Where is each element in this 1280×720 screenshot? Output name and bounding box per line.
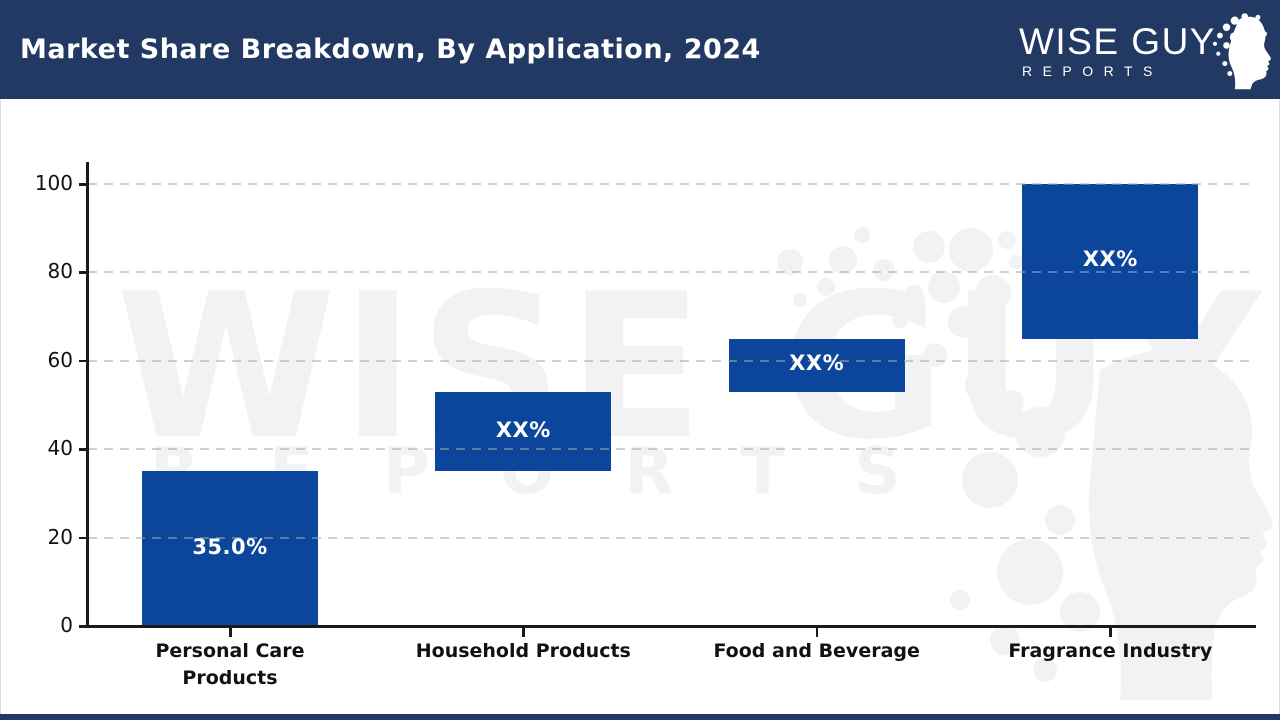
waterfall-bar [435, 391, 612, 472]
waterfall-bar [728, 338, 905, 392]
bar-value-label: 35.0% [192, 534, 268, 559]
y-tick-mark [79, 359, 88, 363]
gridline [88, 536, 1253, 539]
logo-text: WISE GUY REPORTS [1019, 23, 1216, 78]
footer-bar [0, 714, 1280, 720]
header-bar: Market Share Breakdown, By Application, … [0, 0, 1280, 99]
y-tick-mark [79, 625, 88, 628]
bar-value-label: XX% [1082, 247, 1138, 272]
x-tick-mark [229, 628, 232, 637]
waterfall-bar [142, 471, 318, 626]
y-axis-tick-label: 40 [47, 436, 73, 461]
y-tick-mark [79, 448, 88, 451]
y-axis-tick-label: 80 [47, 259, 73, 284]
watermark-head-icon [777, 227, 1273, 700]
gridline [88, 359, 1253, 362]
gridline [88, 271, 1253, 274]
x-tick-mark [522, 628, 525, 637]
wise-guy-reports-logo: WISE GUY REPORTS [1019, 4, 1272, 96]
x-axis-category-label: Household Products [415, 640, 631, 662]
y-axis-tick-label: 20 [47, 524, 73, 549]
bar-value-label: XX% [495, 417, 551, 442]
y-tick-mark [79, 536, 88, 540]
x-axis-category-label: Fragrance Industry [1008, 640, 1213, 662]
y-tick-mark [79, 183, 88, 186]
logo-subtitle: REPORTS [1021, 62, 1163, 79]
y-tick-mark [79, 271, 88, 274]
y-axis-tick-label: 0 [60, 613, 73, 637]
x-tick-mark [815, 628, 819, 637]
x-axis-category-label: Food and Beverage [713, 640, 920, 662]
x-axis-category-label: Personal Care Products [155, 640, 305, 689]
waterfall-bar [1022, 184, 1199, 339]
x-tick-mark [1109, 628, 1112, 637]
bar-value-label: XX% [789, 351, 845, 376]
page-title: Market Share Breakdown, By Application, … [20, 34, 761, 65]
y-axis-tick-label: 100 [34, 171, 73, 195]
gridline [88, 448, 1253, 451]
x-axis-line [86, 625, 1256, 628]
y-axis-tick-label: 60 [47, 347, 73, 372]
chart-area: 0 20 40 60 80 100 35.0% Personal Care Products X… [0, 99, 1280, 714]
logo-head-icon [1212, 13, 1271, 90]
y-axis-line [86, 162, 89, 628]
logo-wordmark: WISE GUY [1018, 20, 1216, 62]
gridline [88, 183, 1253, 185]
